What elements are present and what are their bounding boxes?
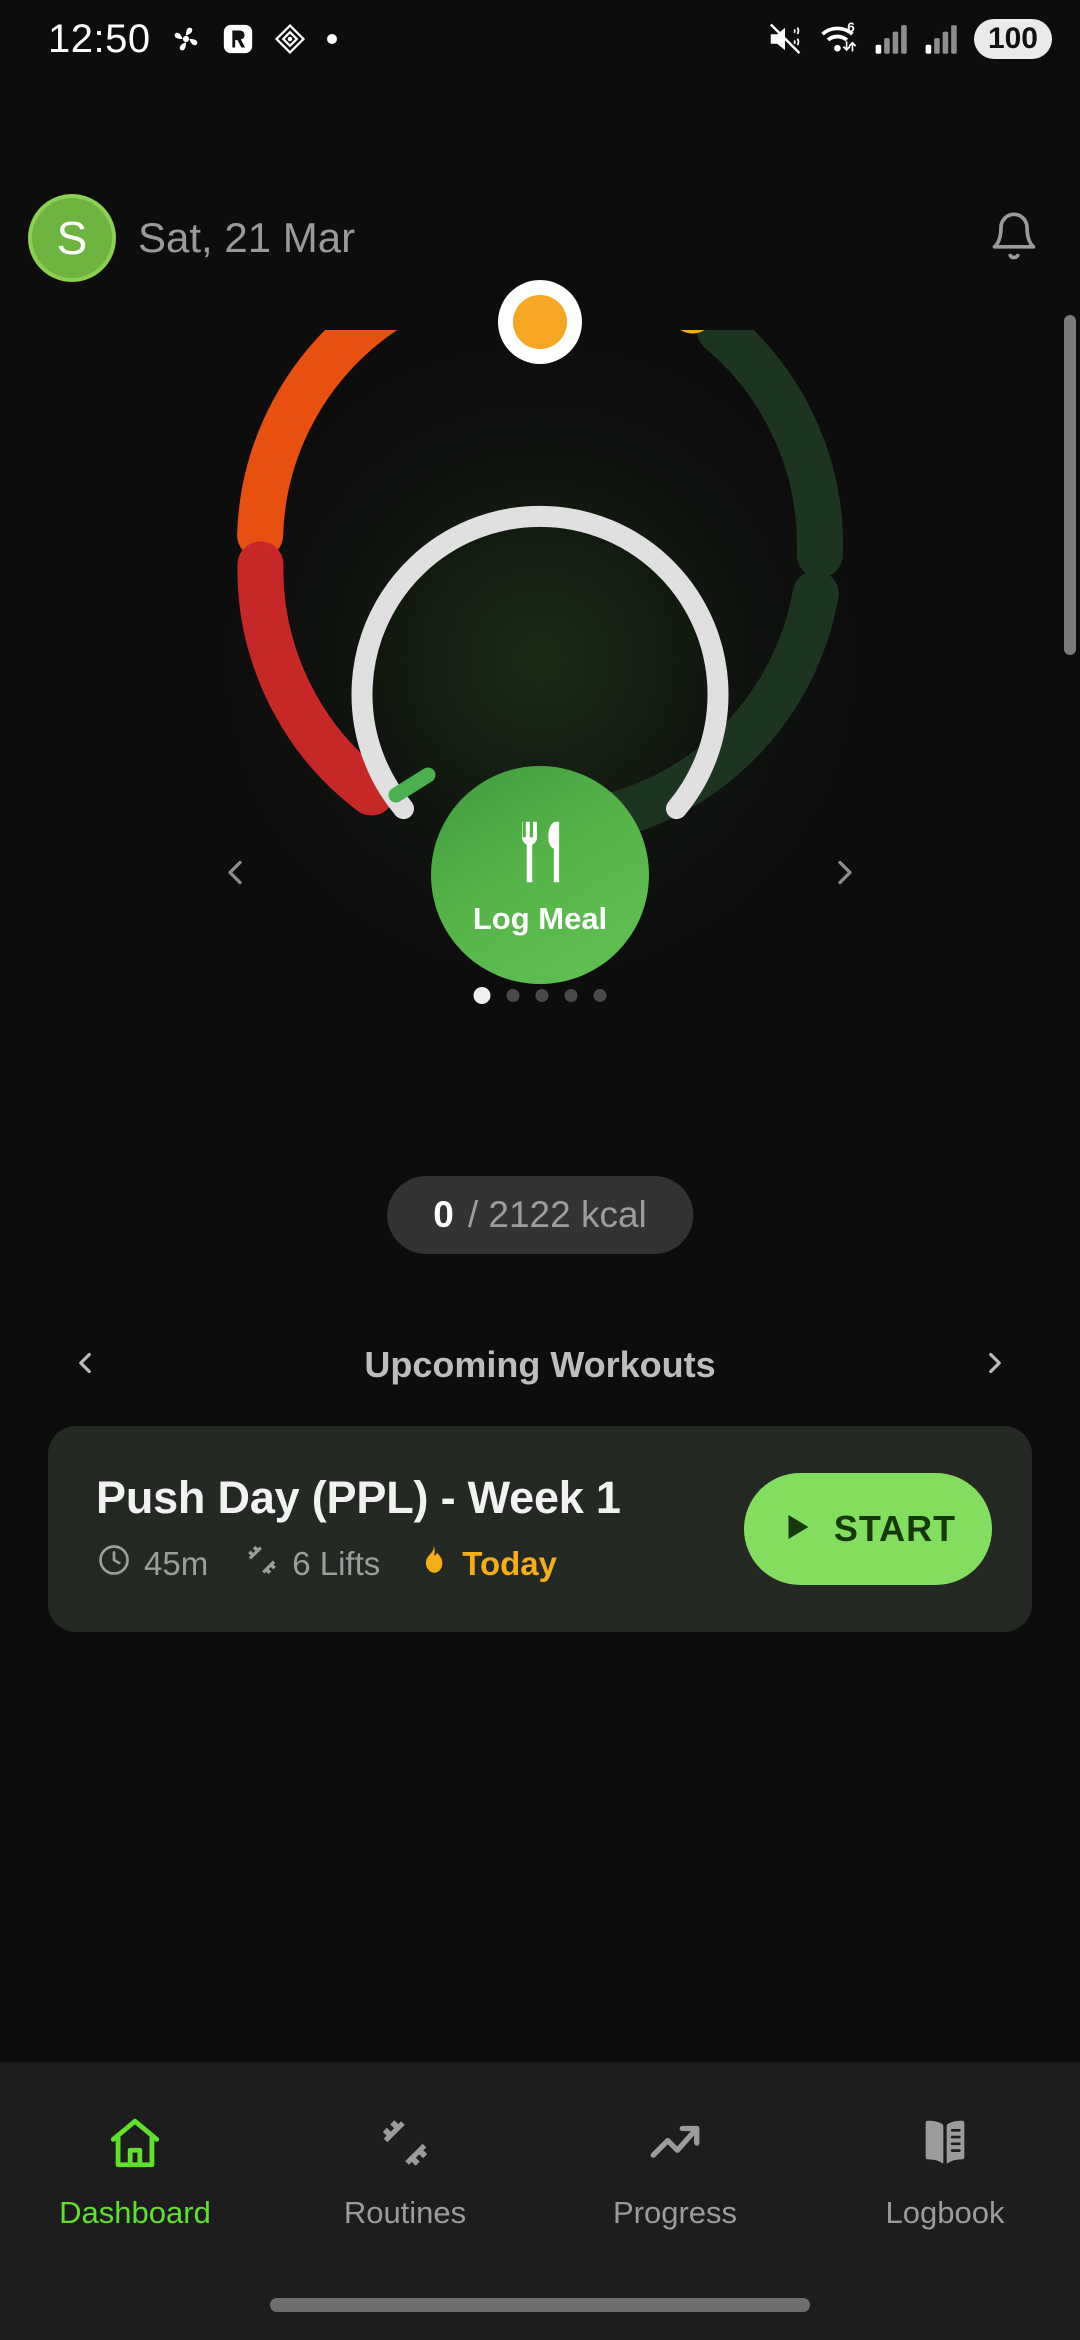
workout-card[interactable]: Push Day (PPL) - Week 1 45m — [48, 1426, 1032, 1632]
page-title: Sat, 21 Mar — [138, 214, 356, 261]
flame-icon — [416, 1542, 450, 1586]
gauge-next-button[interactable] — [825, 846, 865, 905]
start-button-label: START — [833, 1508, 957, 1549]
gauge-arcs — [237, 330, 843, 843]
app-r-icon — [221, 22, 255, 56]
start-button[interactable]: START — [744, 1473, 992, 1585]
book-icon — [916, 2114, 974, 2177]
inner-progress-track — [351, 505, 729, 820]
scrollbar[interactable] — [1064, 315, 1076, 655]
workout-title: Push Day (PPL) - Week 1 — [96, 1472, 621, 1523]
dot-icon — [325, 32, 339, 46]
nav-label-logbook: Logbook — [885, 2195, 1005, 2230]
home-icon — [106, 2114, 164, 2177]
signal-2-icon — [924, 21, 960, 57]
inner-progress-tip — [388, 767, 436, 803]
fork-knife-icon — [503, 814, 577, 895]
nav-item-dashboard[interactable]: Dashboard — [0, 2114, 270, 2231]
pager-dot[interactable] — [506, 989, 520, 1002]
carousel-pager[interactable] — [473, 987, 607, 1004]
dumbbell-icon — [244, 1542, 280, 1586]
upcoming-next-button[interactable] — [978, 1339, 1012, 1392]
pager-dot[interactable] — [473, 987, 491, 1004]
bell-icon[interactable] — [988, 209, 1040, 268]
nav-label-routines: Routines — [343, 2195, 467, 2230]
arc-segment-red — [237, 541, 395, 816]
nav-label-dashboard: Dashboard — [59, 2195, 211, 2230]
workout-lifts: 6 Lifts — [244, 1542, 380, 1586]
battery-indicator: 100 — [973, 19, 1052, 59]
workout-when-label: Today — [462, 1545, 557, 1582]
status-clock: 12:50 — [48, 16, 151, 61]
home-indicator — [270, 2298, 810, 2312]
upcoming-workouts-title: Upcoming Workouts — [364, 1344, 716, 1385]
workout-duration-label: 45m — [144, 1545, 209, 1582]
workout-when: Today — [416, 1542, 557, 1586]
bottom-navigation: Dashboard Routines Progress — [0, 2062, 1080, 2340]
log-meal-button[interactable]: Log Meal — [431, 766, 649, 984]
arc-segment-orange — [237, 330, 397, 559]
status-bar-left: 12:50 — [48, 17, 339, 62]
nav-item-logbook[interactable]: Logbook — [810, 2114, 1080, 2231]
calorie-goal: / 2122 kcal — [467, 1194, 647, 1235]
status-bar-right: 6 10 — [766, 19, 1052, 59]
pager-dot[interactable] — [564, 989, 578, 1002]
gauge-thumb-wrap[interactable] — [488, 270, 592, 379]
calorie-gauge[interactable]: Log Meal — [0, 280, 1080, 1160]
arc-segment-dark-green-upper — [697, 330, 843, 578]
vibrate-mute-icon — [766, 20, 804, 58]
calorie-summary-pill: 0 / 2122 kcal — [387, 1176, 693, 1254]
app-header: S Sat, 21 Mar — [0, 188, 1080, 288]
nav-item-routines[interactable]: Routines — [270, 2114, 540, 2231]
svg-text:6: 6 — [847, 20, 854, 35]
diamond-icon — [273, 22, 307, 56]
signal-1-icon — [874, 21, 910, 57]
trending-up-icon — [646, 2114, 704, 2177]
play-icon — [780, 1508, 814, 1551]
clock-icon — [96, 1542, 132, 1586]
upcoming-prev-button[interactable] — [68, 1339, 102, 1392]
workout-card-info: Push Day (PPL) - Week 1 45m — [96, 1472, 744, 1586]
pager-dot[interactable] — [535, 989, 549, 1002]
calorie-current: 0 — [433, 1194, 454, 1235]
nav-label-progress: Progress — [612, 2195, 738, 2230]
nav-item-progress[interactable]: Progress — [540, 2114, 810, 2231]
wifi-6-icon: 6 — [818, 20, 860, 58]
fan-icon — [169, 22, 203, 56]
avatar[interactable]: S — [28, 194, 116, 282]
log-meal-label: Log Meal — [472, 900, 608, 936]
workout-meta-row: 45m 6 Lifts — [96, 1542, 744, 1586]
pager-dot[interactable] — [593, 989, 607, 1002]
workout-duration: 45m — [96, 1542, 208, 1586]
arc-segment-dark-green-lower — [575, 570, 839, 843]
status-bar: 12:50 — [0, 0, 1080, 78]
dumbbell-icon — [376, 2114, 434, 2177]
workout-lifts-label: 6 Lifts — [292, 1545, 381, 1582]
gauge-prev-button[interactable] — [215, 846, 255, 905]
upcoming-workouts-header: Upcoming Workouts — [0, 1330, 1080, 1400]
avatar-initial: S — [56, 212, 88, 264]
